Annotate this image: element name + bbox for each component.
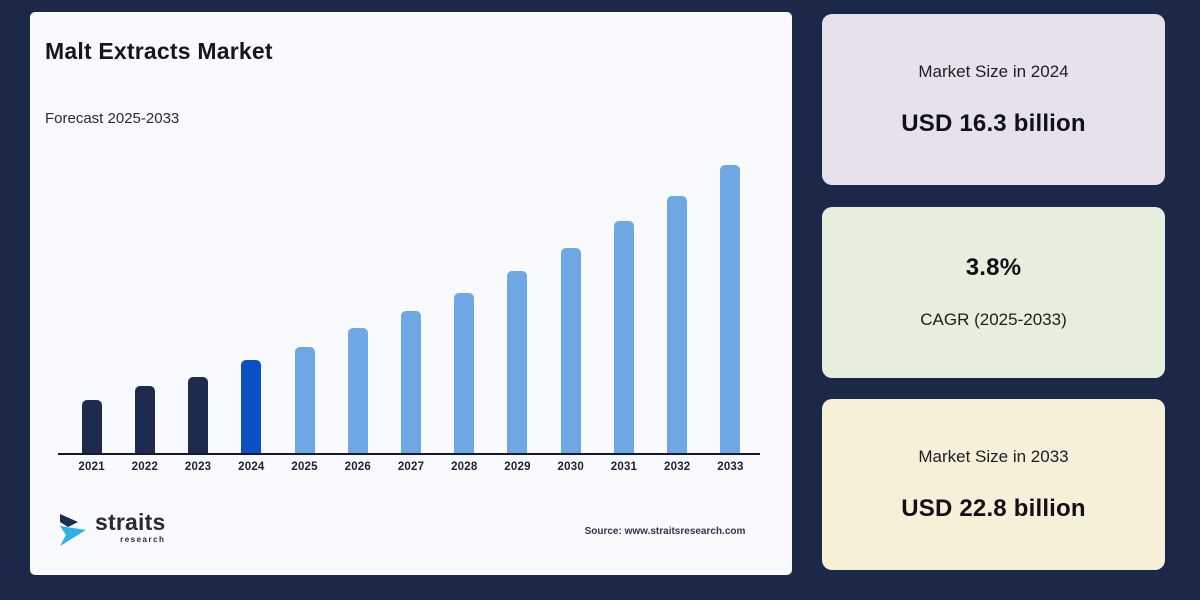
straits-research-logo: straits research xyxy=(58,510,165,550)
bar-2031 xyxy=(613,221,634,453)
market-size-2033-panel: Market Size in 2033 USD 22.8 billion xyxy=(822,399,1165,570)
cagr-panel: 3.8% CAGR (2025-2033) xyxy=(822,206,1165,378)
x-tick-2027: 2027 xyxy=(397,461,425,473)
cagr-label: CAGR (2025-2033) xyxy=(920,310,1067,329)
forecast-subtitle: Forecast 2025-2033 xyxy=(45,110,180,127)
logo-wordmark: straits xyxy=(95,509,166,535)
x-tick-2022: 2022 xyxy=(131,461,159,473)
x-tick-2025: 2025 xyxy=(291,461,318,473)
x-tick-2021: 2021 xyxy=(78,461,105,473)
info-panel-column: Market Size in 2024 USD 16.3 billion 3.8… xyxy=(822,14,1165,570)
x-tick-2024: 2024 xyxy=(238,461,265,473)
bar-2026 xyxy=(347,328,368,453)
bar-2024 xyxy=(241,360,262,453)
x-tick-2028: 2028 xyxy=(451,461,478,473)
bar-2027 xyxy=(401,311,422,453)
bar-2021 xyxy=(81,400,102,453)
market-size-2033-label: Market Size in 2033 xyxy=(918,446,1069,466)
source-note: Source: www.straitsresearch.com xyxy=(584,526,746,537)
market-size-2024-panel: Market Size in 2024 USD 16.3 billion xyxy=(822,14,1165,185)
straits-logo-icon xyxy=(60,514,86,546)
x-tick-2032: 2032 xyxy=(664,461,691,473)
x-tick-2029: 2029 xyxy=(504,461,531,473)
cagr-value: 3.8% xyxy=(965,254,1022,281)
market-size-2024-label: Market Size in 2024 xyxy=(918,61,1069,81)
chart-card: Malt Extracts Market Forecast 2025-2033 … xyxy=(30,12,792,575)
logo-subword: research xyxy=(120,535,166,544)
market-size-2033-value: USD 22.8 billion xyxy=(901,494,1086,522)
bar-2023 xyxy=(188,377,209,453)
bar-2022 xyxy=(134,386,155,453)
x-tick-2030: 2030 xyxy=(557,461,584,473)
bar-2025 xyxy=(294,347,315,453)
bar-2032 xyxy=(667,196,688,453)
bar-2029 xyxy=(507,271,528,453)
x-tick-2026: 2026 xyxy=(344,461,371,473)
bar-2028 xyxy=(454,293,475,453)
x-axis-labels: 2021 2022 2023 2024 2025 2026 2027 2028 2029 2030… xyxy=(65,461,757,473)
bar-2033 xyxy=(720,165,741,453)
x-tick-2031: 2031 xyxy=(610,461,638,473)
bar-2030 xyxy=(560,248,581,453)
page-title: Malt Extracts Market xyxy=(45,38,273,64)
bar-chart-plot xyxy=(65,162,757,453)
market-size-2024-value: USD 16.3 billion xyxy=(901,109,1086,137)
x-tick-2033: 2033 xyxy=(717,461,744,473)
x-tick-2023: 2023 xyxy=(184,461,212,473)
x-axis-line xyxy=(58,453,760,455)
